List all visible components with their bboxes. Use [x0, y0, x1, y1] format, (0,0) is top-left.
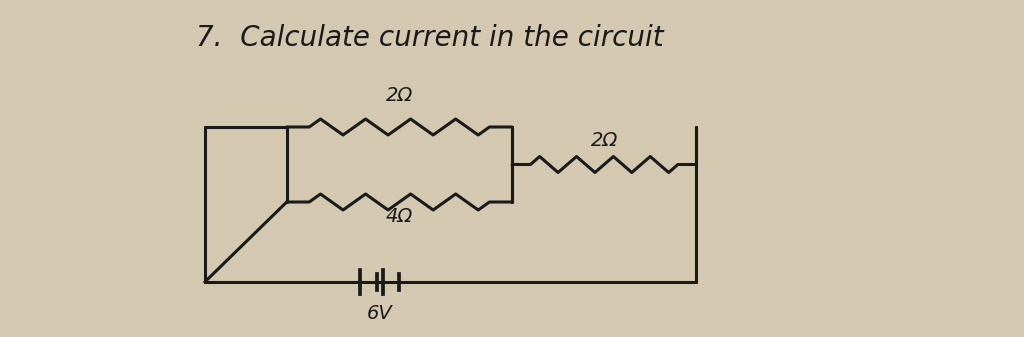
Text: 7.  Calculate current in the circuit: 7. Calculate current in the circuit: [197, 24, 664, 52]
Text: 2Ω: 2Ω: [386, 86, 413, 105]
Text: 2Ω: 2Ω: [591, 130, 617, 150]
Text: 4Ω: 4Ω: [386, 207, 413, 226]
Text: 6V: 6V: [367, 304, 393, 323]
